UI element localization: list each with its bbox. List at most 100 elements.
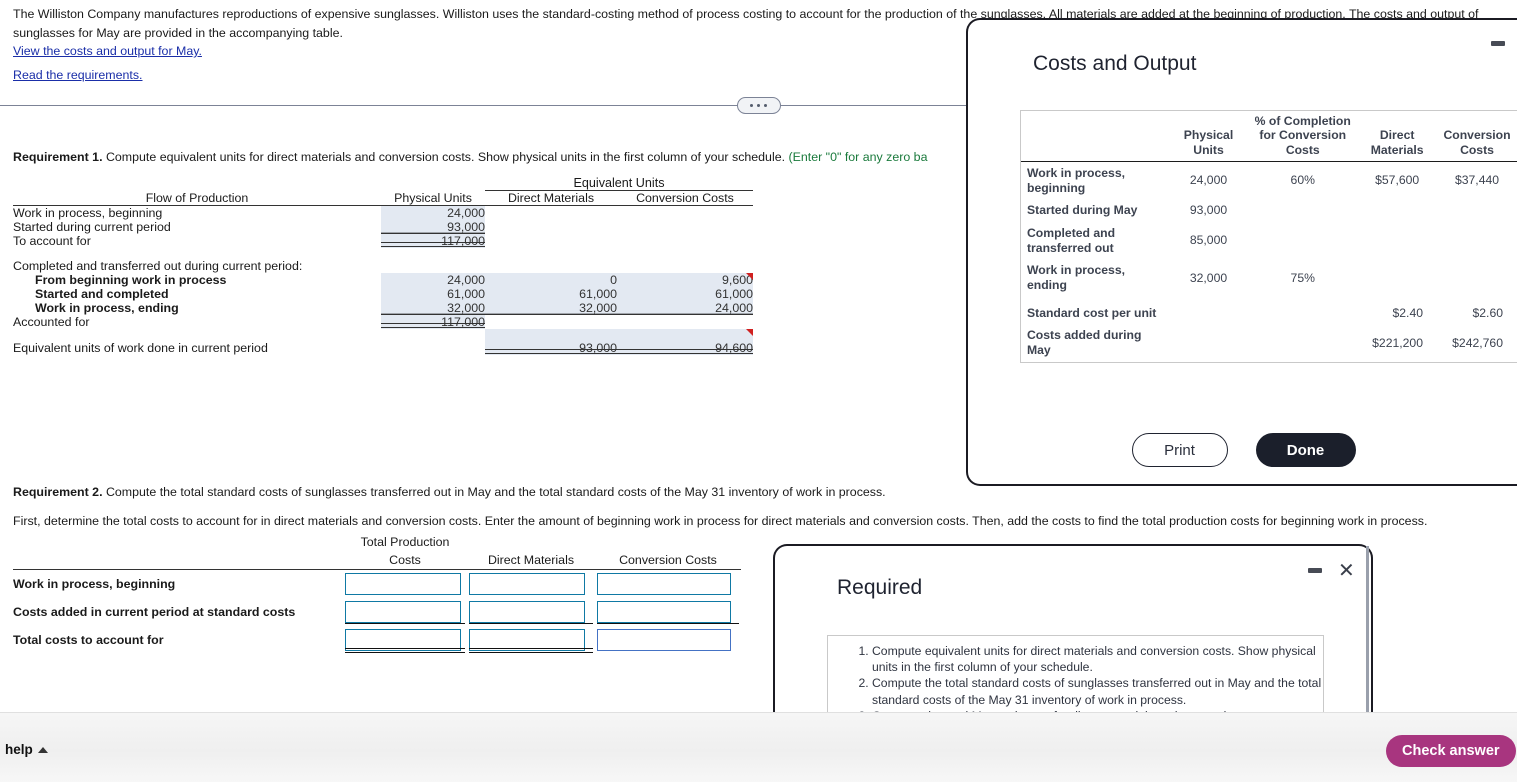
input-wip-beginning-dm[interactable] bbox=[469, 573, 585, 595]
equivalent-units-group-header: Equivalent Units bbox=[485, 176, 753, 191]
row-label: Completed and transferred out bbox=[1027, 226, 1116, 255]
cell-physical[interactable]: 24,000 bbox=[381, 205, 485, 220]
table-row: Started during current period 93,000 bbox=[13, 220, 753, 234]
input-wip-beginning-total[interactable] bbox=[345, 573, 461, 595]
row-label: Equivalent units of work done in current… bbox=[13, 341, 268, 355]
cell-completion bbox=[1248, 199, 1357, 222]
row-label: Work in process, beginning bbox=[1027, 166, 1125, 195]
cell-dm[interactable]: 61,000 bbox=[485, 287, 617, 301]
table-row: To account for 117,000 bbox=[13, 234, 753, 248]
cell-cc: $242,760 bbox=[1452, 335, 1503, 350]
row-label: To account for bbox=[13, 234, 91, 248]
cell-dm: $57,600 bbox=[1375, 173, 1420, 188]
cell-completion bbox=[1248, 297, 1357, 325]
table-row: Work in process, ending 32,000 75% bbox=[1021, 259, 1517, 296]
section-divider bbox=[0, 97, 1517, 114]
cell-dm[interactable]: 0 bbox=[485, 273, 617, 287]
cell-cc bbox=[617, 220, 753, 234]
table-row: Work in process, beginning 24,000 bbox=[13, 205, 753, 221]
row-label: Work in process, beginning bbox=[13, 577, 176, 591]
cell-physical: 93,000 bbox=[1189, 203, 1228, 218]
costs-and-output-dialog: Costs and Output Physical Units % of Com… bbox=[966, 18, 1517, 486]
input-costs-added-cc[interactable] bbox=[597, 601, 731, 623]
cell-cc bbox=[617, 315, 753, 329]
row-label: Costs added during May bbox=[1027, 328, 1142, 357]
col-physical-units: Physical Units bbox=[381, 190, 485, 206]
costs-dialog-buttons: Print Done bbox=[968, 433, 1517, 467]
cell-dm: $221,200 bbox=[1372, 335, 1423, 350]
cell-cc[interactable]: 9,600 bbox=[617, 273, 753, 287]
row-label: Started and completed bbox=[35, 287, 169, 301]
equivalent-units-table: Equivalent Units Flow of Production Phys… bbox=[13, 176, 753, 355]
required-dialog-title: Required bbox=[837, 576, 923, 599]
col-pct-completion: % of Completion for Conversion Costs bbox=[1254, 114, 1351, 157]
link-read-requirements[interactable]: Read the requirements. bbox=[13, 68, 143, 83]
table-row: Accounted for 117,000 bbox=[13, 315, 753, 329]
print-button[interactable]: Print bbox=[1131, 433, 1228, 467]
list-item: Compute equivalent units for direct mate… bbox=[872, 643, 1323, 675]
help-toggle[interactable]: help bbox=[5, 742, 48, 757]
cell-cc-value: 9,600 bbox=[721, 273, 753, 287]
cell-cc bbox=[617, 206, 753, 221]
table-row: Total costs to account for bbox=[13, 626, 741, 654]
input-costs-added-dm[interactable] bbox=[469, 601, 585, 623]
requirement-2-instruction: First, determine the total costs to acco… bbox=[13, 514, 1428, 528]
table-row: Work in process, beginning 24,000 60% $5… bbox=[1021, 162, 1517, 200]
check-answer-button[interactable]: Check answer bbox=[1386, 735, 1516, 767]
bottom-bar bbox=[0, 712, 1517, 782]
scrollbar[interactable] bbox=[1366, 546, 1369, 782]
row-label: Accounted for bbox=[13, 315, 90, 329]
cell-dm bbox=[485, 315, 617, 329]
input-total-costs-total[interactable] bbox=[345, 629, 461, 651]
requirement-2-label: Requirement 2. bbox=[13, 485, 103, 499]
requirement-2-text: Compute the total standard costs of sung… bbox=[105, 485, 886, 499]
cell-cc bbox=[1437, 199, 1517, 222]
table-row: Costs added during May $221,200 $242,760 bbox=[1021, 324, 1517, 361]
row-label: Started during current period bbox=[13, 220, 171, 234]
cell-physical[interactable]: 24,000 bbox=[381, 273, 485, 287]
cell-physical[interactable]: 117,000 bbox=[381, 315, 485, 329]
help-label: help bbox=[5, 742, 33, 757]
table-row: Completed and transferred out during cur… bbox=[13, 248, 753, 273]
table-row: Started during May 93,000 bbox=[1021, 199, 1517, 222]
requirement-1-hint: (Enter "0" for any zero ba bbox=[788, 150, 928, 164]
input-total-costs-cc[interactable] bbox=[597, 629, 731, 651]
done-button[interactable]: Done bbox=[1255, 433, 1356, 467]
link-view-costs[interactable]: View the costs and output for May. bbox=[13, 44, 202, 58]
minimize-icon[interactable] bbox=[1308, 568, 1322, 573]
cell-cc[interactable]: 61,000 bbox=[617, 287, 753, 301]
col-conversion-costs: Conversion Costs bbox=[595, 551, 741, 570]
cell-cc bbox=[1437, 259, 1517, 296]
requirement-1-text: Compute equivalent units for direct mate… bbox=[105, 150, 786, 164]
cell-dm[interactable]: 93,000 bbox=[485, 329, 617, 355]
col-total-production: Total Production bbox=[360, 535, 450, 549]
costs-output-table: Physical Units % of Completion for Conve… bbox=[1020, 110, 1517, 363]
cell-cc[interactable]: 94,600 bbox=[617, 329, 753, 355]
cell-cc[interactable]: 24,000 bbox=[617, 301, 753, 315]
cell-physical[interactable]: 117,000 bbox=[381, 234, 485, 248]
table-row: Completed and transferred out 85,000 bbox=[1021, 222, 1517, 259]
minimize-icon[interactable] bbox=[1491, 41, 1505, 46]
col-physical-units: Physical Units bbox=[1183, 128, 1234, 157]
input-wip-beginning-cc[interactable] bbox=[597, 573, 731, 595]
table-row: Work in process, beginning bbox=[13, 570, 741, 599]
cell-cc-value: 94,600 bbox=[715, 341, 753, 355]
cell-physical[interactable]: 61,000 bbox=[381, 287, 485, 301]
cell-physical[interactable]: 32,000 bbox=[381, 301, 485, 315]
cell-physical[interactable]: 93,000 bbox=[381, 220, 485, 234]
col-direct-materials: Direct Materials bbox=[467, 551, 595, 570]
ellipsis-expander-icon[interactable] bbox=[736, 97, 781, 114]
cell-dm: $2.40 bbox=[1392, 305, 1424, 320]
close-icon[interactable]: ✕ bbox=[1338, 560, 1355, 582]
cell-physical: 24,000 bbox=[1189, 173, 1228, 188]
cell-dm[interactable]: 32,000 bbox=[485, 301, 617, 315]
requirement-1-label: Requirement 1. bbox=[13, 150, 103, 164]
row-label: Work in process, ending bbox=[35, 301, 179, 315]
input-costs-added-total[interactable] bbox=[345, 601, 461, 623]
input-total-costs-dm[interactable] bbox=[469, 629, 585, 651]
col-conversion-costs: Conversion Costs bbox=[1443, 128, 1511, 157]
requirement-2-heading: Requirement 2. Compute the total standar… bbox=[13, 483, 1503, 502]
table-row: Equivalent units of work done in current… bbox=[13, 329, 753, 355]
cell-dm bbox=[485, 234, 617, 248]
col-blank bbox=[1021, 111, 1169, 162]
